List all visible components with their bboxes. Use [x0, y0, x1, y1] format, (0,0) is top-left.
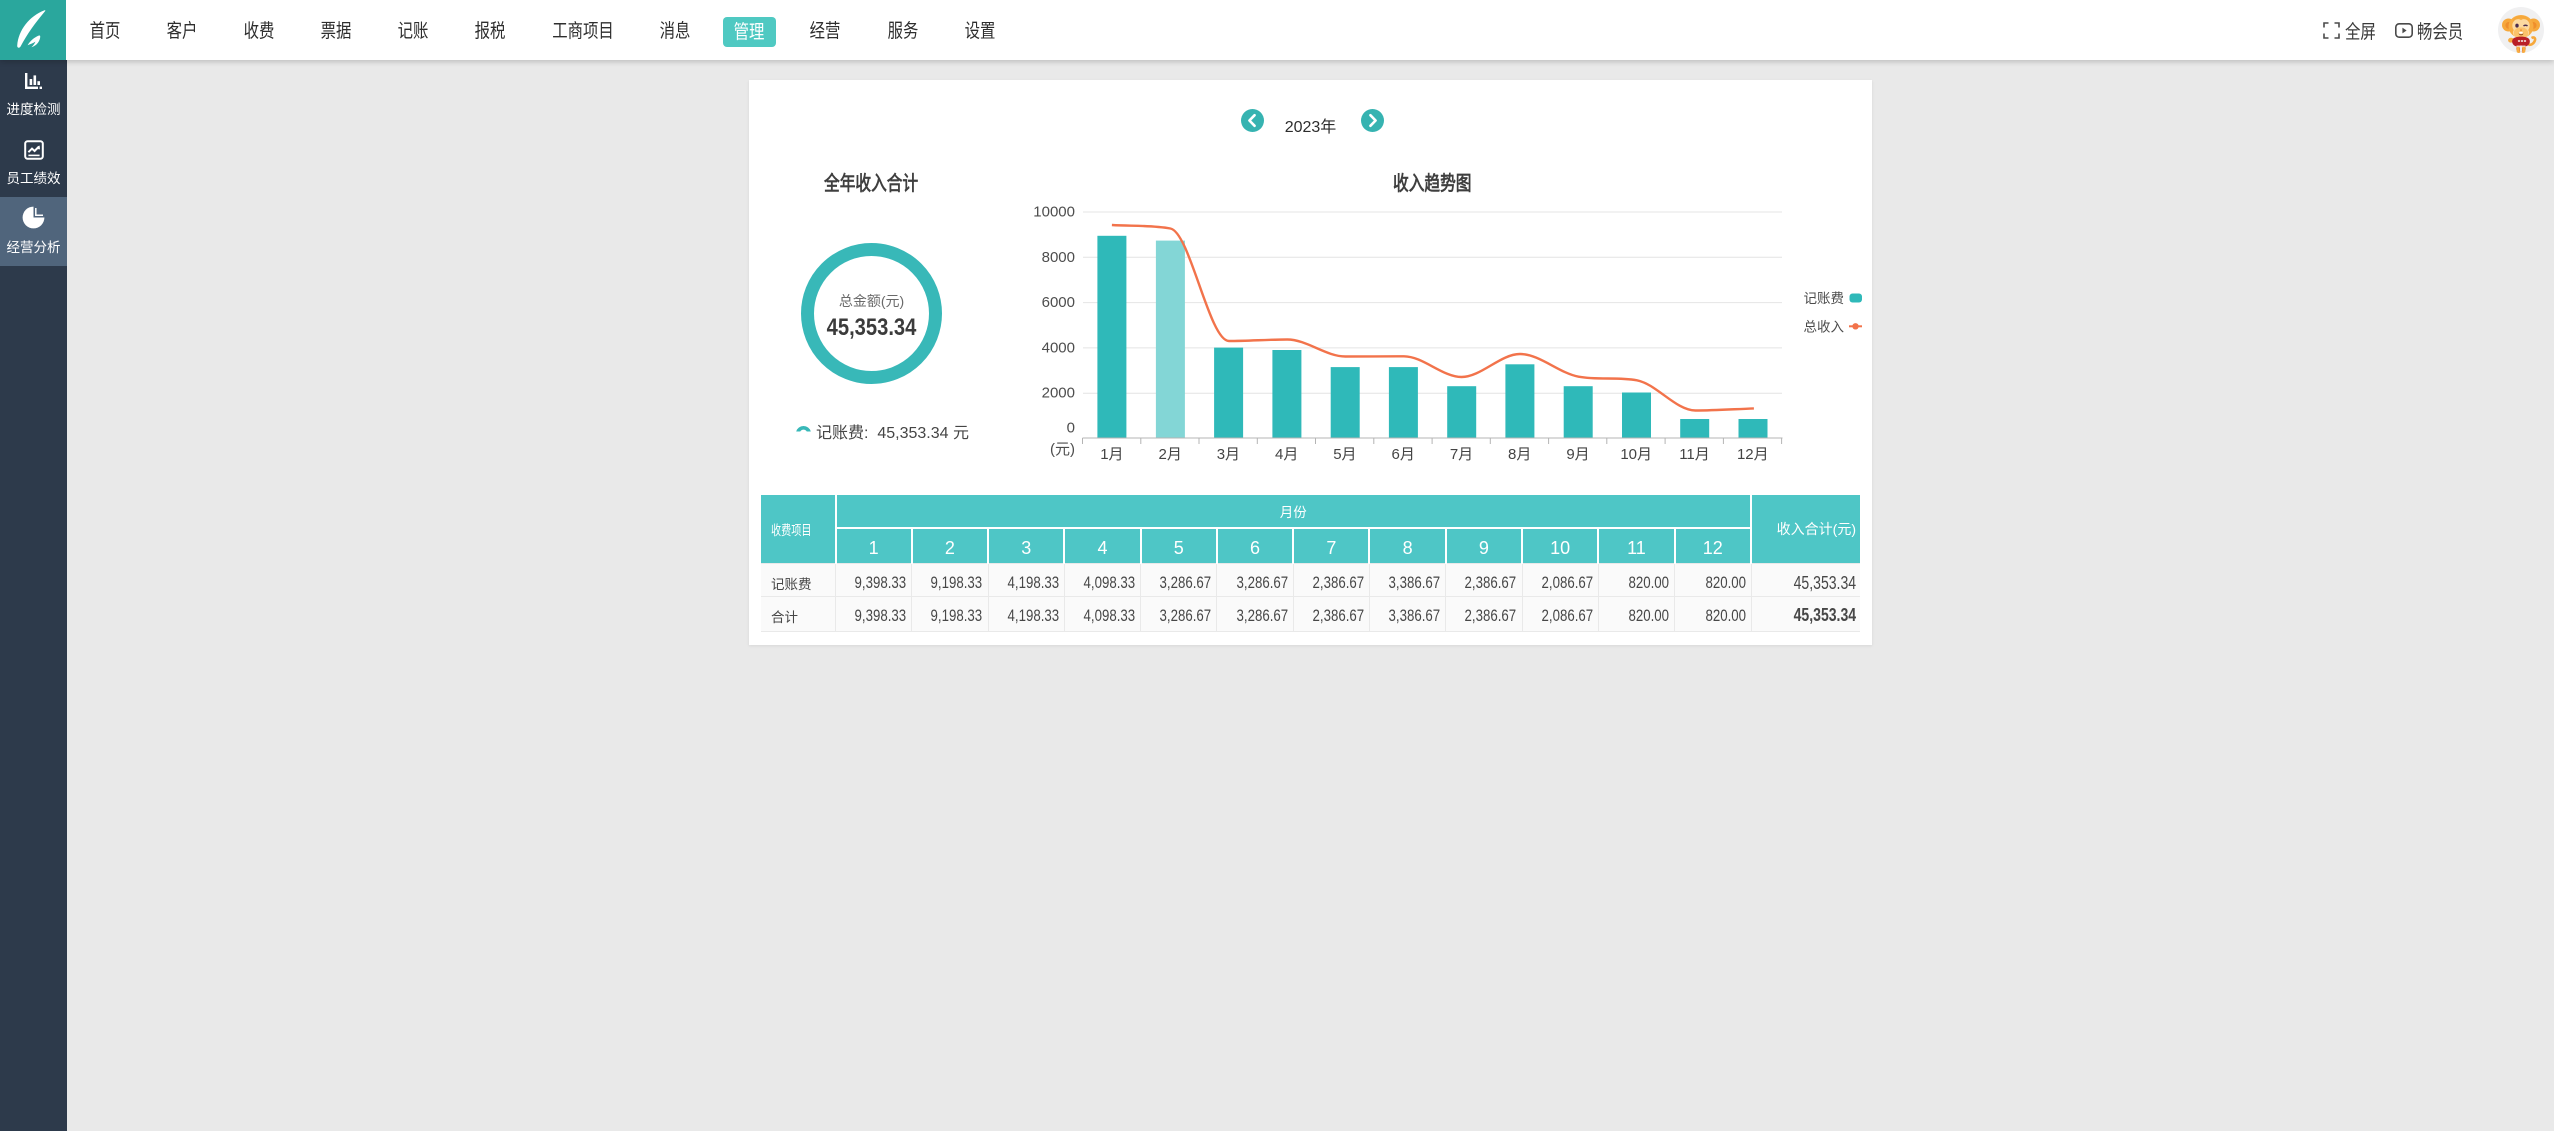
- svg-text:8月: 8月: [1508, 446, 1531, 463]
- svg-text:1月: 1月: [1100, 446, 1123, 463]
- svg-text:6000: 6000: [1042, 294, 1075, 311]
- svg-text:8000: 8000: [1042, 249, 1075, 266]
- svg-text:3月: 3月: [1217, 446, 1240, 463]
- svg-text:4000: 4000: [1042, 339, 1075, 356]
- svg-text:0: 0: [1067, 420, 1075, 437]
- svg-text:6月: 6月: [1392, 446, 1415, 463]
- svg-text:12月: 12月: [1737, 446, 1769, 463]
- svg-text:2月: 2月: [1159, 446, 1182, 463]
- svg-text:记账费: 记账费: [1804, 291, 1845, 306]
- svg-text:7月: 7月: [1450, 446, 1473, 463]
- svg-text:(元): (元): [1050, 441, 1075, 458]
- svg-text:10000: 10000: [1033, 204, 1075, 221]
- svg-text:10月: 10月: [1620, 446, 1652, 463]
- svg-text:2000: 2000: [1042, 385, 1075, 402]
- svg-text:11月: 11月: [1679, 446, 1710, 463]
- svg-text:总收入: 总收入: [1804, 320, 1845, 335]
- svg-text:9月: 9月: [1566, 446, 1589, 463]
- svg-text:4月: 4月: [1275, 446, 1298, 463]
- svg-text:5月: 5月: [1333, 446, 1356, 463]
